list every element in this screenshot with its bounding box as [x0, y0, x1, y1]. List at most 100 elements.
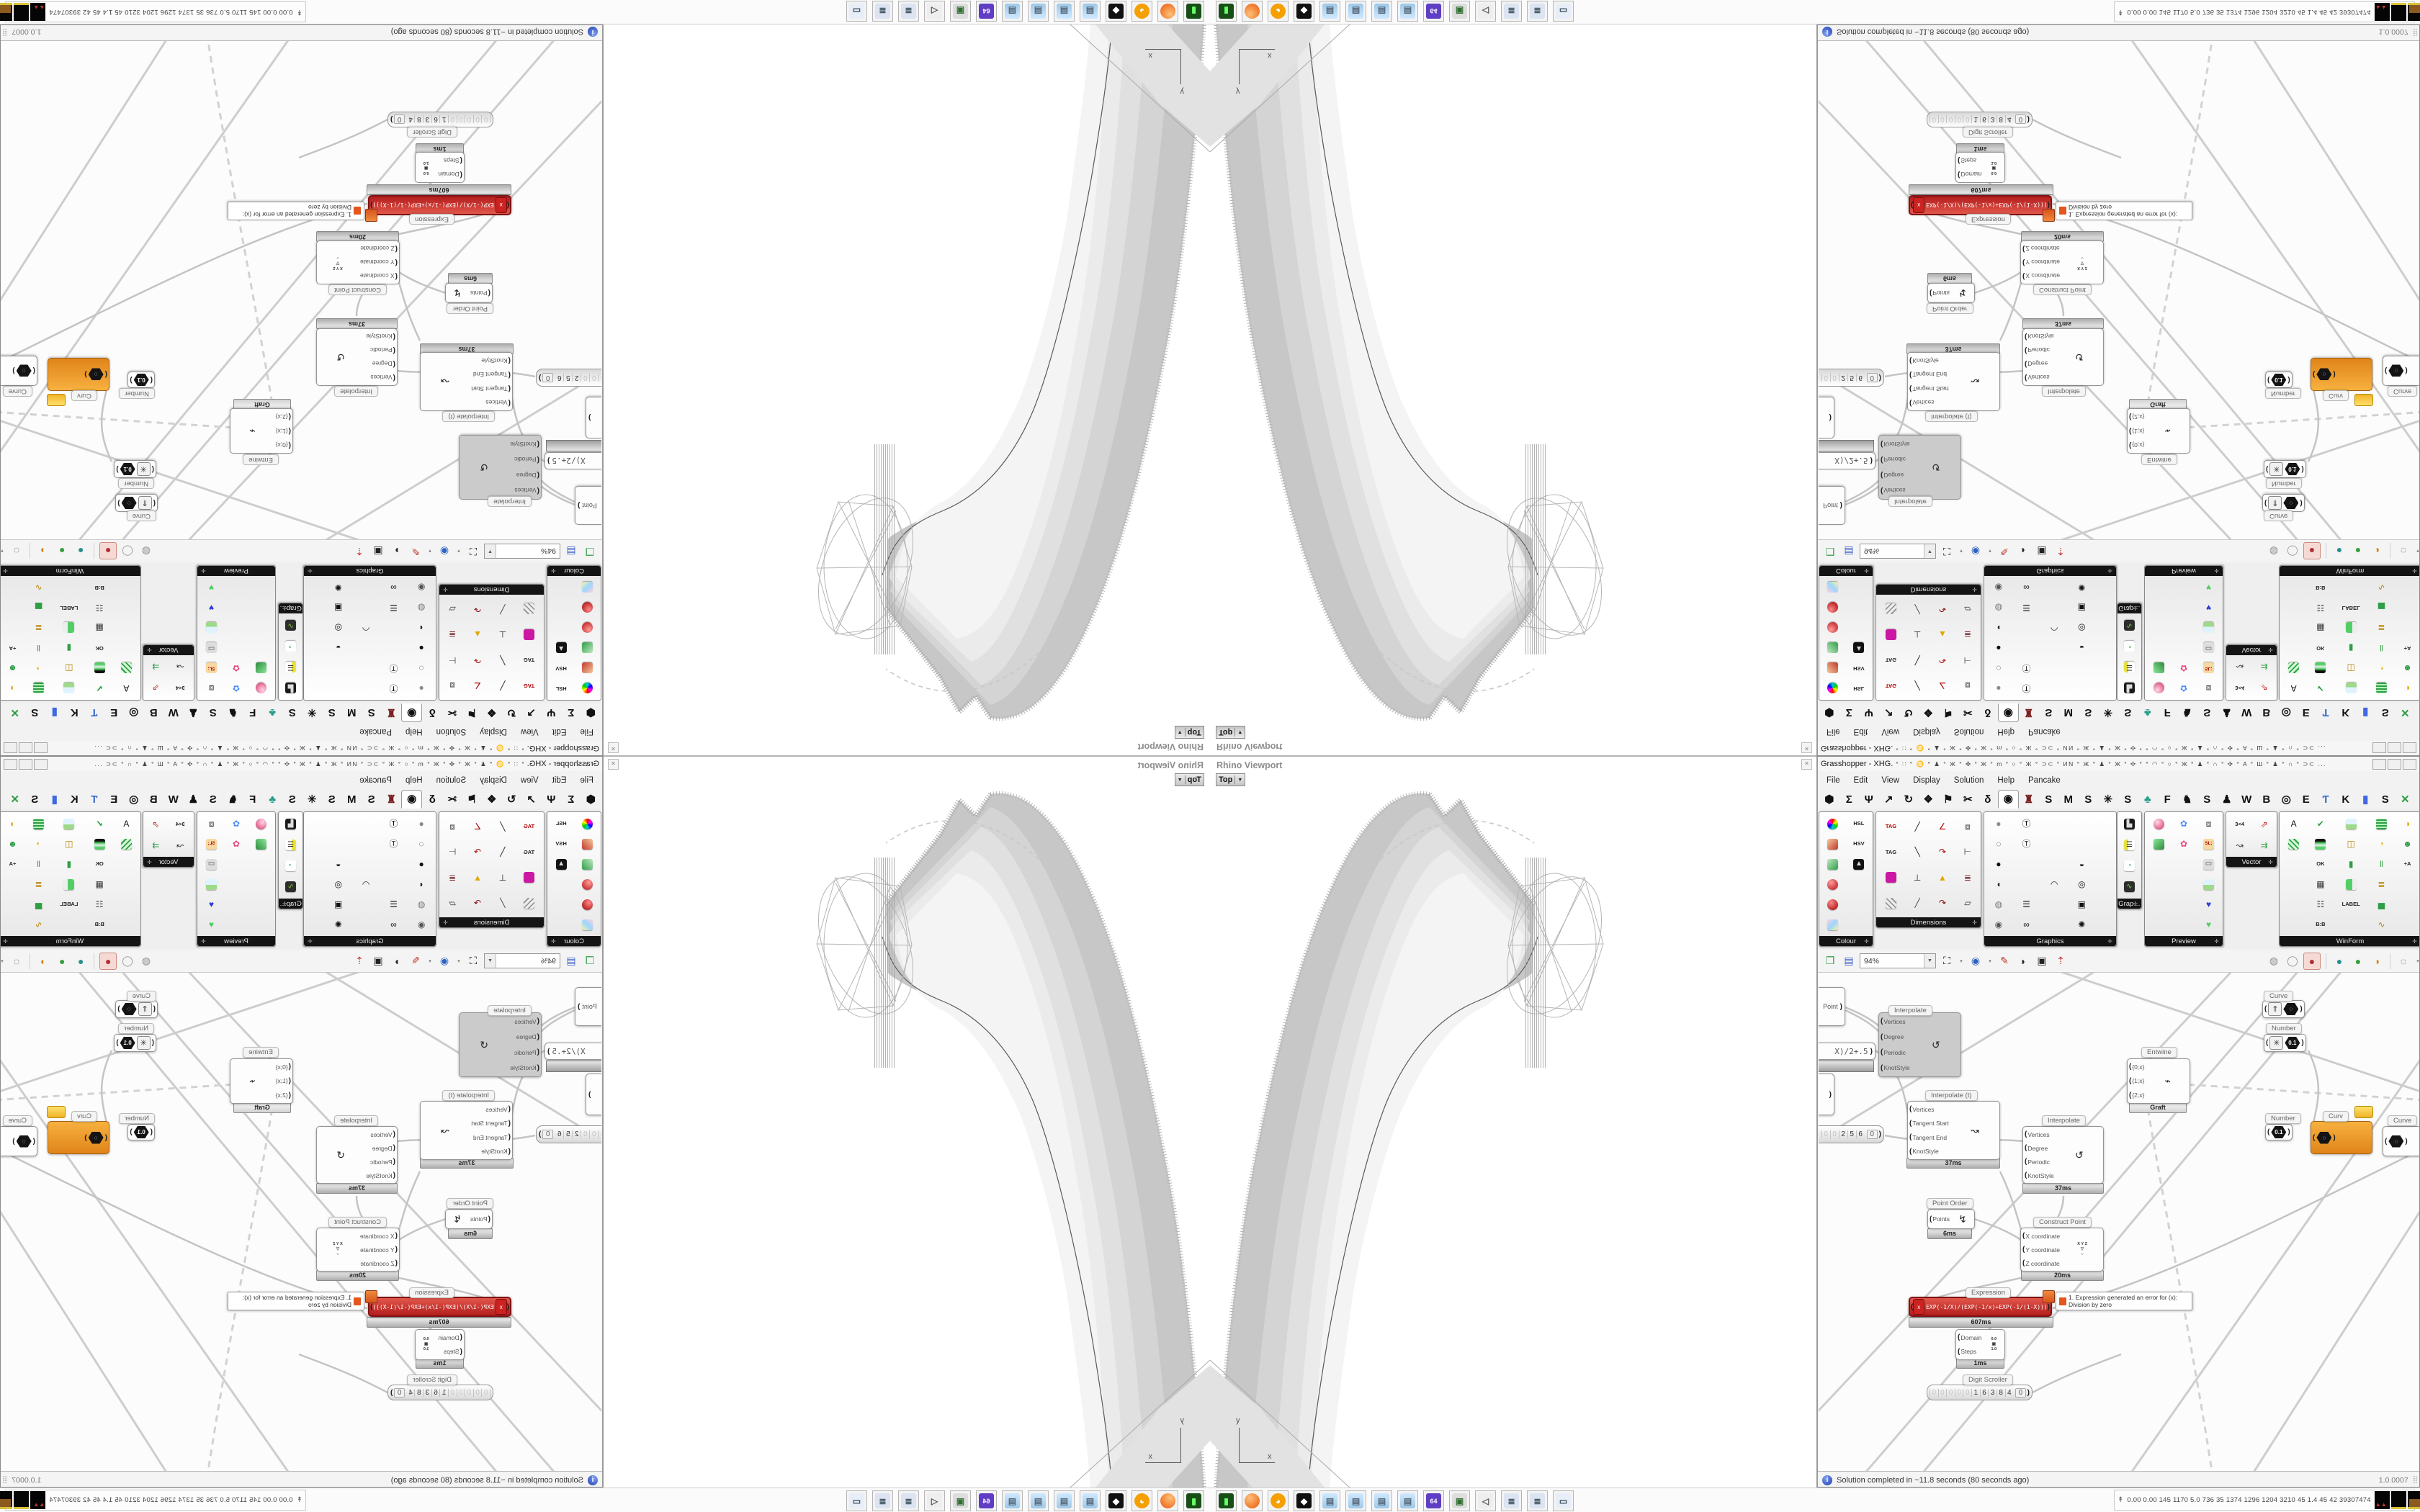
close-icon[interactable]: ✕: [1801, 759, 1812, 770]
gh-component[interactable]: (Vertices (Degree (Periodic (KnotStyle ↺: [1878, 1012, 1961, 1077]
palette-icon[interactable]: ⧈: [449, 680, 455, 691]
component-tab-icon[interactable]: M: [347, 706, 357, 719]
maximize-button[interactable]: [19, 742, 32, 754]
palette-icon[interactable]: +A: [2403, 644, 2411, 652]
palette-title[interactable]: Colour ✛: [547, 566, 601, 576]
toolbar-icon[interactable]: ✎: [2000, 955, 2009, 966]
palette-icon[interactable]: [26, 814, 51, 834]
toolbar-icon[interactable]: ◑: [2373, 955, 2380, 967]
input-port[interactable]: (Degree: [1881, 1032, 1904, 1041]
palette-icon[interactable]: ↷: [1938, 898, 1947, 909]
param-component[interactable]: (◌): [2383, 356, 2420, 386]
palette-title[interactable]: Grap… ✛: [279, 899, 302, 909]
notepad-icon[interactable]: ▤: [1054, 1490, 1075, 1511]
component-tab-icon[interactable]: Σ: [1845, 793, 1852, 806]
component-tab-icon[interactable]: ✕: [10, 793, 20, 806]
palette-icon[interactable]: ↷: [473, 847, 482, 858]
palette-icon[interactable]: A: [123, 683, 130, 693]
toolbar-icon[interactable]: ❐: [1825, 546, 1835, 557]
input-port[interactable]: (Steps: [443, 156, 462, 165]
palette-icon[interactable]: [114, 914, 139, 935]
palette-icon[interactable]: ⊢: [1963, 654, 1972, 665]
input-port[interactable]: (X coordinate: [359, 272, 398, 280]
component-tab-icon[interactable]: S: [209, 793, 217, 806]
toolbar-icon[interactable]: ●: [2354, 955, 2362, 967]
clipped-slider[interactable]: [1819, 440, 1874, 451]
component-tab-icon[interactable]: ↻: [506, 706, 516, 719]
palette-icon[interactable]: ▦: [95, 879, 104, 889]
component-tab-icon[interactable]: ◉: [1997, 790, 2019, 809]
palette-icon[interactable]: TAG: [1885, 848, 1897, 855]
component-tab-icon[interactable]: ✳: [307, 793, 317, 806]
palette-icon[interactable]: [2013, 638, 2040, 658]
component-tab-icon[interactable]: ↗: [1883, 706, 1894, 719]
palette-icon[interactable]: ♥: [2205, 582, 2212, 593]
palette-icon[interactable]: [1878, 596, 1904, 622]
component-tab-icon[interactable]: S: [209, 706, 217, 719]
close-button[interactable]: [2403, 758, 2416, 770]
component-tab-icon[interactable]: S: [2203, 706, 2211, 719]
component-tab-icon[interactable]: S: [288, 706, 296, 719]
palette-icon[interactable]: [225, 598, 247, 618]
palette-title[interactable]: Vector ✛: [143, 645, 194, 655]
palette-icon[interactable]: ▲: [1847, 854, 1871, 874]
menu-item-view[interactable]: View: [520, 727, 539, 736]
toolbar-icon[interactable]: ●: [99, 952, 117, 970]
palette-icon[interactable]: ▦: [2316, 879, 2325, 889]
palette-icon[interactable]: [53, 814, 85, 834]
component-tab-icon[interactable]: ♣: [269, 706, 277, 719]
palette-title[interactable]: Graphics ✛: [304, 566, 436, 576]
zoom-combo[interactable]: 94% ▼: [484, 953, 560, 968]
input-port[interactable]: ({0;x}: [2129, 1063, 2145, 1071]
palette-icon[interactable]: [1821, 598, 1845, 618]
input-port[interactable]: (Tangent End: [472, 1133, 511, 1142]
toolbar-icon[interactable]: ▾: [2416, 958, 2419, 964]
param-component[interactable]: (⇑ ◌): [2262, 1000, 2305, 1018]
palette-icon[interactable]: [1821, 577, 1845, 598]
toolbar-icon[interactable]: ◌: [13, 545, 20, 557]
palette-icon[interactable]: ▙: [2119, 814, 2140, 834]
palette-icon[interactable]: [380, 618, 407, 638]
palette-icon[interactable]: B:B: [94, 921, 104, 928]
palette-icon[interactable]: ↷: [1938, 847, 1947, 858]
input-port[interactable]: (Vertices: [1881, 486, 1906, 495]
component-tab-icon[interactable]: ↗: [1883, 793, 1894, 806]
palette-icon[interactable]: ╱: [500, 821, 506, 832]
gh-component[interactable]: (Points ↯: [445, 1209, 493, 1229]
expression-component-error[interactable]: (x EXP(-1/X)/(EXP(-1/x)+EXP(-1/(1-X)))): [368, 195, 511, 215]
component-tab-icon[interactable]: M: [2063, 706, 2074, 719]
palette-icon[interactable]: [305, 658, 323, 678]
script-icon[interactable]: ≣: [898, 1, 919, 22]
palette-icon[interactable]: ◒: [2079, 859, 2084, 869]
component-tab-icon[interactable]: Ψ: [547, 706, 556, 719]
component-tab-icon[interactable]: K: [70, 793, 79, 806]
palette-icon[interactable]: ✿: [232, 839, 241, 849]
palette-icon[interactable]: [1821, 854, 1845, 874]
gh-component[interactable]: (Vertices (Degree (Periodic (KnotStyle ↺: [2022, 1126, 2104, 1184]
rhino-icon[interactable]: ◆: [1294, 1490, 1314, 1511]
toolbar-icon[interactable]: ✎: [2000, 546, 2009, 557]
script-icon[interactable]: ≣: [872, 1490, 893, 1511]
digit-scroller[interactable]: 0 0 0 0 0 1 6 3 8 4 0): [1927, 112, 2033, 127]
script-icon[interactable]: ≣: [1527, 1490, 1548, 1511]
palette-icon[interactable]: [2173, 874, 2195, 894]
palette-icon[interactable]: 3<4: [2235, 820, 2245, 827]
toolbar-icon[interactable]: ◑: [2373, 545, 2380, 557]
palette-icon[interactable]: ▲: [1847, 638, 1871, 658]
palette-icon[interactable]: ⇉: [152, 840, 160, 850]
palette-icon[interactable]: [114, 618, 139, 638]
component-tab-icon[interactable]: ↗: [526, 793, 537, 806]
palette-icon[interactable]: ✿: [2179, 839, 2188, 849]
palette-icon[interactable]: Ⓣ: [389, 663, 398, 673]
palette-icon[interactable]: [353, 914, 379, 935]
component-tab-icon[interactable]: S: [2381, 706, 2389, 719]
palette-icon[interactable]: [1878, 891, 1904, 917]
maximize-button[interactable]: [19, 758, 32, 770]
palette-icon[interactable]: [225, 874, 247, 894]
palette-icon[interactable]: ╲: [1914, 847, 1920, 858]
component-tab-icon[interactable]: ▮: [51, 706, 58, 719]
minimize-button[interactable]: [34, 758, 48, 770]
palette-icon[interactable]: SL;: [2196, 834, 2221, 854]
palette-icon[interactable]: ⧈: [2205, 819, 2212, 829]
param-component[interactable]: (✳ 0.1): [2264, 460, 2306, 478]
